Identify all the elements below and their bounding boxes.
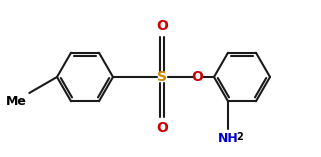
Text: O: O: [156, 122, 168, 135]
Text: NH: NH: [218, 132, 239, 145]
Text: Me: Me: [5, 95, 26, 108]
Text: 2: 2: [237, 132, 243, 142]
Text: O: O: [191, 70, 203, 84]
Text: S: S: [157, 70, 167, 84]
Text: O: O: [156, 19, 168, 32]
